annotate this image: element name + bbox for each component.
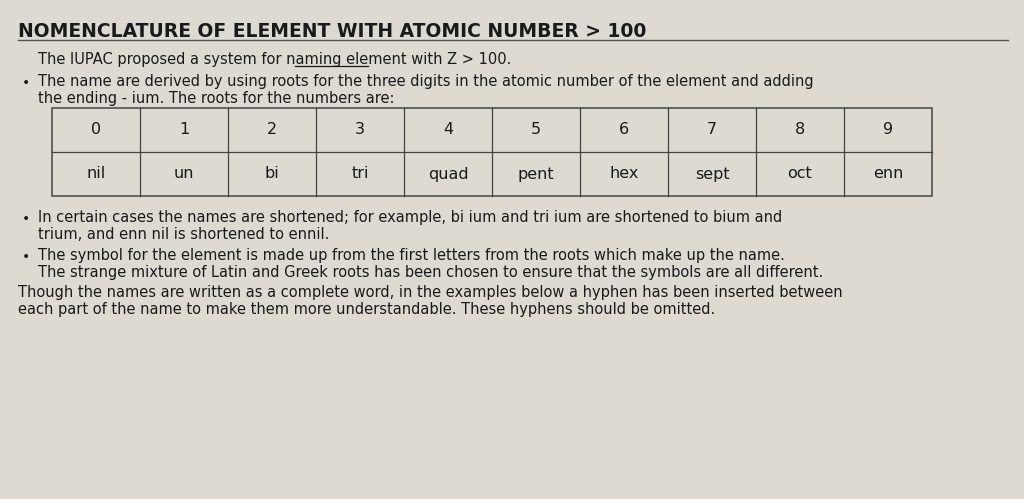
Text: The name are derived by using roots for the three digits in the atomic number of: The name are derived by using roots for … <box>38 74 814 89</box>
Text: The symbol for the element is made up from the first letters from the roots whic: The symbol for the element is made up fr… <box>38 248 784 263</box>
Text: 6: 6 <box>618 122 629 138</box>
Text: •: • <box>22 212 31 226</box>
Text: nil: nil <box>86 167 105 182</box>
Text: 2: 2 <box>267 122 278 138</box>
Text: 3: 3 <box>355 122 365 138</box>
Text: 7: 7 <box>707 122 717 138</box>
Bar <box>52 108 932 196</box>
Text: 1: 1 <box>179 122 189 138</box>
Text: bi: bi <box>264 167 280 182</box>
Text: 9: 9 <box>883 122 893 138</box>
Text: 5: 5 <box>530 122 541 138</box>
Text: quad: quad <box>428 167 468 182</box>
Text: 4: 4 <box>443 122 453 138</box>
Text: oct: oct <box>787 167 812 182</box>
Text: 0: 0 <box>91 122 101 138</box>
Text: hex: hex <box>609 167 639 182</box>
Text: Though the names are written as a complete word, in the examples below a hyphen : Though the names are written as a comple… <box>18 285 843 300</box>
Text: un: un <box>174 167 195 182</box>
Text: trium, and enn nil is shortened to ennil.: trium, and enn nil is shortened to ennil… <box>38 227 330 242</box>
Text: The IUPAC proposed a system for naming element with Z > 100.: The IUPAC proposed a system for naming e… <box>38 52 511 67</box>
Text: 8: 8 <box>795 122 805 138</box>
Text: The strange mixture of Latin and Greek roots has been chosen to ensure that the : The strange mixture of Latin and Greek r… <box>38 265 823 280</box>
Text: •: • <box>22 76 31 90</box>
Text: NOMENCLATURE OF ELEMENT WITH ATOMIC NUMBER > 100: NOMENCLATURE OF ELEMENT WITH ATOMIC NUMB… <box>18 22 646 41</box>
Text: •: • <box>22 250 31 264</box>
Text: each part of the name to make them more understandable. These hyphens should be : each part of the name to make them more … <box>18 302 715 317</box>
Text: pent: pent <box>518 167 554 182</box>
Text: sept: sept <box>694 167 729 182</box>
Text: tri: tri <box>351 167 369 182</box>
Text: enn: enn <box>872 167 903 182</box>
Text: the ending - ium. The roots for the numbers are:: the ending - ium. The roots for the numb… <box>38 91 394 106</box>
Text: In certain cases the names are shortened; for example, bi ium and tri ium are sh: In certain cases the names are shortened… <box>38 210 782 225</box>
